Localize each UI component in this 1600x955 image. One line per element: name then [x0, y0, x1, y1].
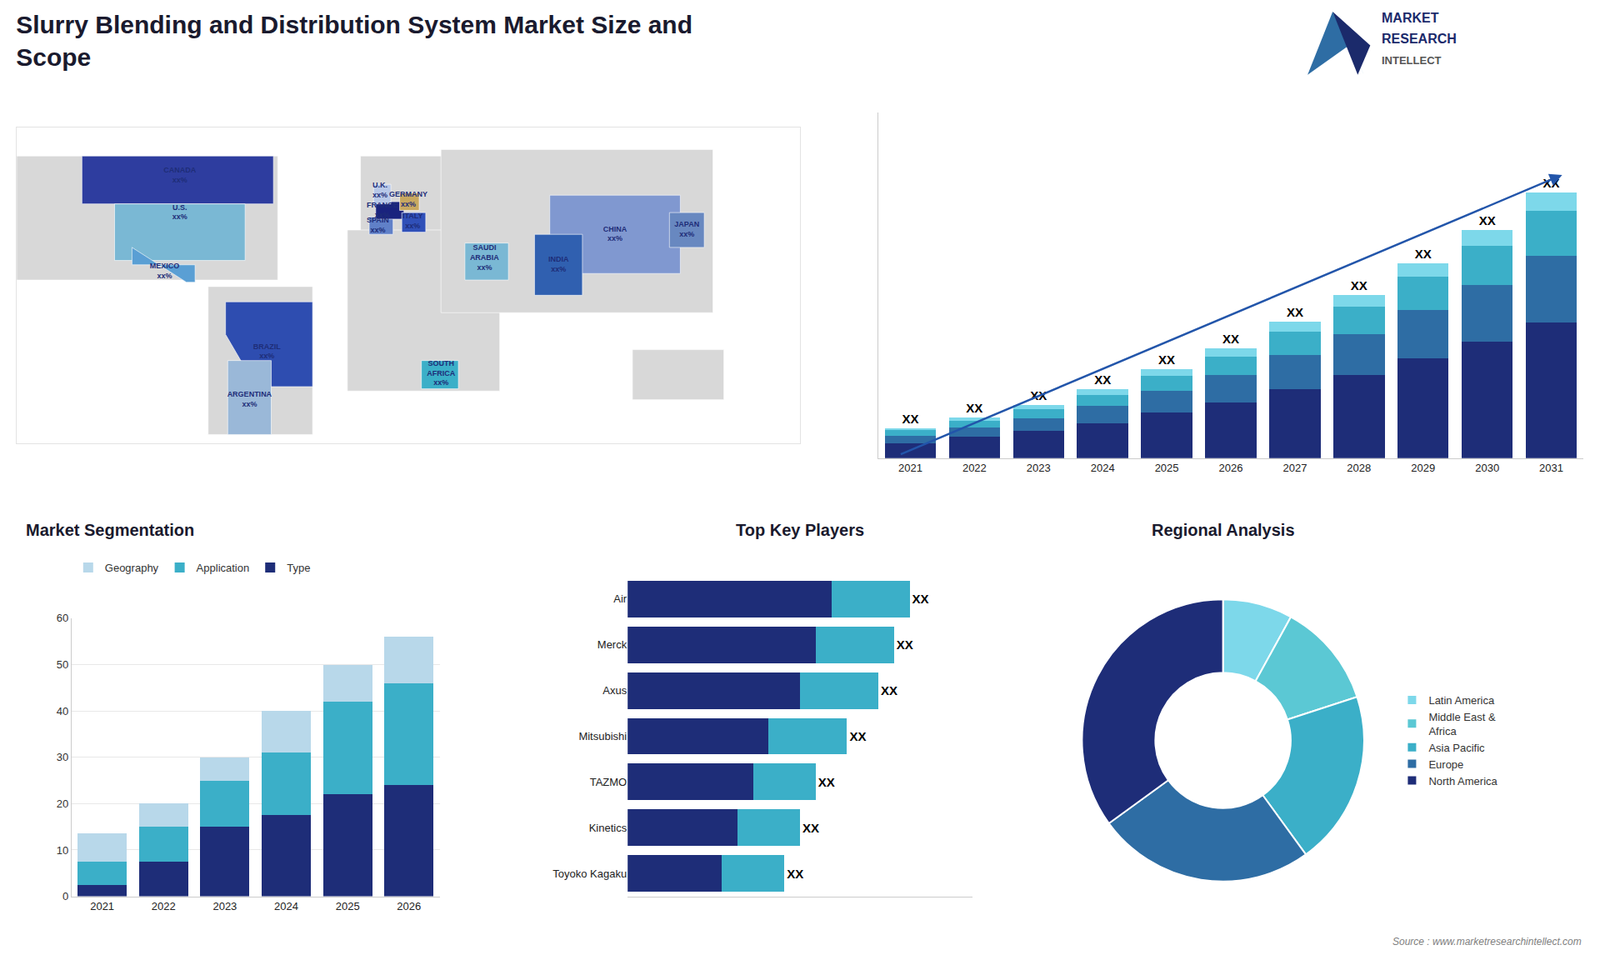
svg-text:INTELLECT: INTELLECT — [1381, 54, 1442, 67]
svg-text:XX: XX — [786, 866, 804, 881]
svg-text:Latin America: Latin America — [1428, 694, 1495, 707]
svg-text:2022: 2022 — [962, 461, 987, 475]
svg-text:XX: XX — [1543, 175, 1560, 190]
svg-text:30: 30 — [56, 750, 69, 764]
svg-text:XX: XX — [901, 411, 919, 426]
svg-text:XX: XX — [1222, 331, 1240, 346]
svg-text:2031: 2031 — [1539, 461, 1564, 475]
svg-text:SPAINxx%: SPAINxx% — [366, 215, 390, 235]
svg-text:ITALYxx%: ITALYxx% — [402, 211, 424, 230]
svg-text:2024: 2024 — [274, 900, 299, 913]
svg-text:MEXICOxx%: MEXICOxx% — [150, 261, 180, 280]
svg-text:XX: XX — [1415, 246, 1432, 261]
svg-text:2029: 2029 — [1410, 461, 1435, 475]
svg-text:FRANCExx%: FRANCExx% — [366, 200, 399, 220]
svg-text:2022: 2022 — [151, 900, 176, 913]
svg-text:XX: XX — [1158, 352, 1175, 367]
svg-text:XX: XX — [1094, 372, 1111, 387]
svg-text:XX: XX — [880, 683, 898, 698]
svg-text:Kinetics: Kinetics — [589, 821, 628, 835]
svg-text:North America: North America — [1428, 775, 1498, 788]
svg-text:XX: XX — [896, 637, 914, 652]
svg-text:2025: 2025 — [335, 900, 360, 913]
svg-text:MARKET: MARKET — [1381, 10, 1440, 25]
svg-text:U.K.xx%: U.K.xx% — [372, 180, 388, 200]
svg-text:Geography: Geography — [105, 561, 160, 575]
svg-text:Application: Application — [196, 561, 250, 575]
svg-text:Market Segmentation: Market Segmentation — [25, 520, 195, 540]
svg-text:XX: XX — [912, 591, 930, 606]
svg-text:JAPANxx%: JAPANxx% — [674, 220, 700, 239]
svg-text:Source : www.marketresearchint: Source : www.marketresearchintellect.com — [1392, 935, 1582, 948]
svg-text:2021: 2021 — [898, 461, 923, 475]
svg-text:2028: 2028 — [1346, 461, 1371, 475]
svg-text:RESEARCH: RESEARCH — [1381, 31, 1457, 46]
svg-text:Europe: Europe — [1428, 758, 1464, 771]
svg-text:SAUDIARABIAxx%: SAUDIARABIAxx% — [470, 243, 500, 271]
svg-text:XX: XX — [1030, 388, 1047, 403]
svg-text:2024: 2024 — [1090, 461, 1115, 475]
svg-text:INDIAxx%: INDIAxx% — [548, 255, 570, 274]
svg-text:2027: 2027 — [1282, 461, 1307, 475]
svg-text:20: 20 — [56, 797, 69, 810]
svg-text:60: 60 — [56, 611, 69, 625]
svg-text:Top Key Players: Top Key Players — [735, 520, 865, 540]
svg-text:Slurry Blending and Distributi: Slurry Blending and Distribution System … — [15, 10, 693, 71]
svg-text:ARGENTINAxx%: ARGENTINAxx% — [227, 390, 273, 409]
svg-text:2030: 2030 — [1475, 461, 1500, 475]
svg-text:2026: 2026 — [1219, 461, 1244, 475]
svg-text:TAZMO: TAZMO — [590, 775, 628, 789]
svg-text:0: 0 — [62, 890, 69, 903]
svg-text:Regional Analysis: Regional Analysis — [1151, 520, 1295, 540]
svg-text:XX: XX — [1286, 305, 1304, 320]
svg-text:GERMANYxx%: GERMANYxx% — [389, 190, 428, 209]
svg-text:2023: 2023 — [1026, 461, 1051, 475]
svg-text:Axus: Axus — [602, 684, 627, 697]
svg-text:50: 50 — [56, 658, 69, 671]
svg-text:Mitsubishi: Mitsubishi — [578, 730, 627, 743]
svg-text:10: 10 — [56, 844, 69, 857]
svg-text:2023: 2023 — [212, 900, 237, 913]
svg-text:Asia Pacific: Asia Pacific — [1428, 741, 1485, 755]
svg-text:2025: 2025 — [1155, 461, 1180, 475]
svg-text:Air: Air — [613, 592, 628, 605]
svg-text:XX: XX — [818, 775, 835, 790]
svg-text:Merck: Merck — [597, 638, 628, 651]
svg-text:BRAZILxx%: BRAZILxx% — [253, 342, 281, 361]
svg-text:40: 40 — [56, 705, 69, 718]
svg-text:XX: XX — [802, 820, 820, 835]
svg-text:Type: Type — [286, 561, 310, 575]
svg-text:U.S.xx%: U.S.xx% — [172, 203, 188, 222]
svg-text:XX: XX — [1350, 278, 1368, 293]
svg-text:Toyoko Kagaku: Toyoko Kagaku — [552, 867, 627, 880]
svg-text:Middle East &Africa: Middle East &Africa — [1428, 710, 1496, 738]
svg-text:SOUTHAFRICAxx%: SOUTHAFRICAxx% — [426, 359, 455, 387]
svg-text:CANADAxx%: CANADAxx% — [163, 165, 196, 185]
svg-text:XX: XX — [1479, 213, 1496, 228]
svg-text:CHINAxx%: CHINAxx% — [603, 225, 628, 244]
svg-text:XX: XX — [849, 729, 866, 744]
svg-text:XX: XX — [965, 400, 983, 415]
svg-text:2021: 2021 — [90, 900, 115, 913]
svg-text:2026: 2026 — [396, 900, 421, 913]
